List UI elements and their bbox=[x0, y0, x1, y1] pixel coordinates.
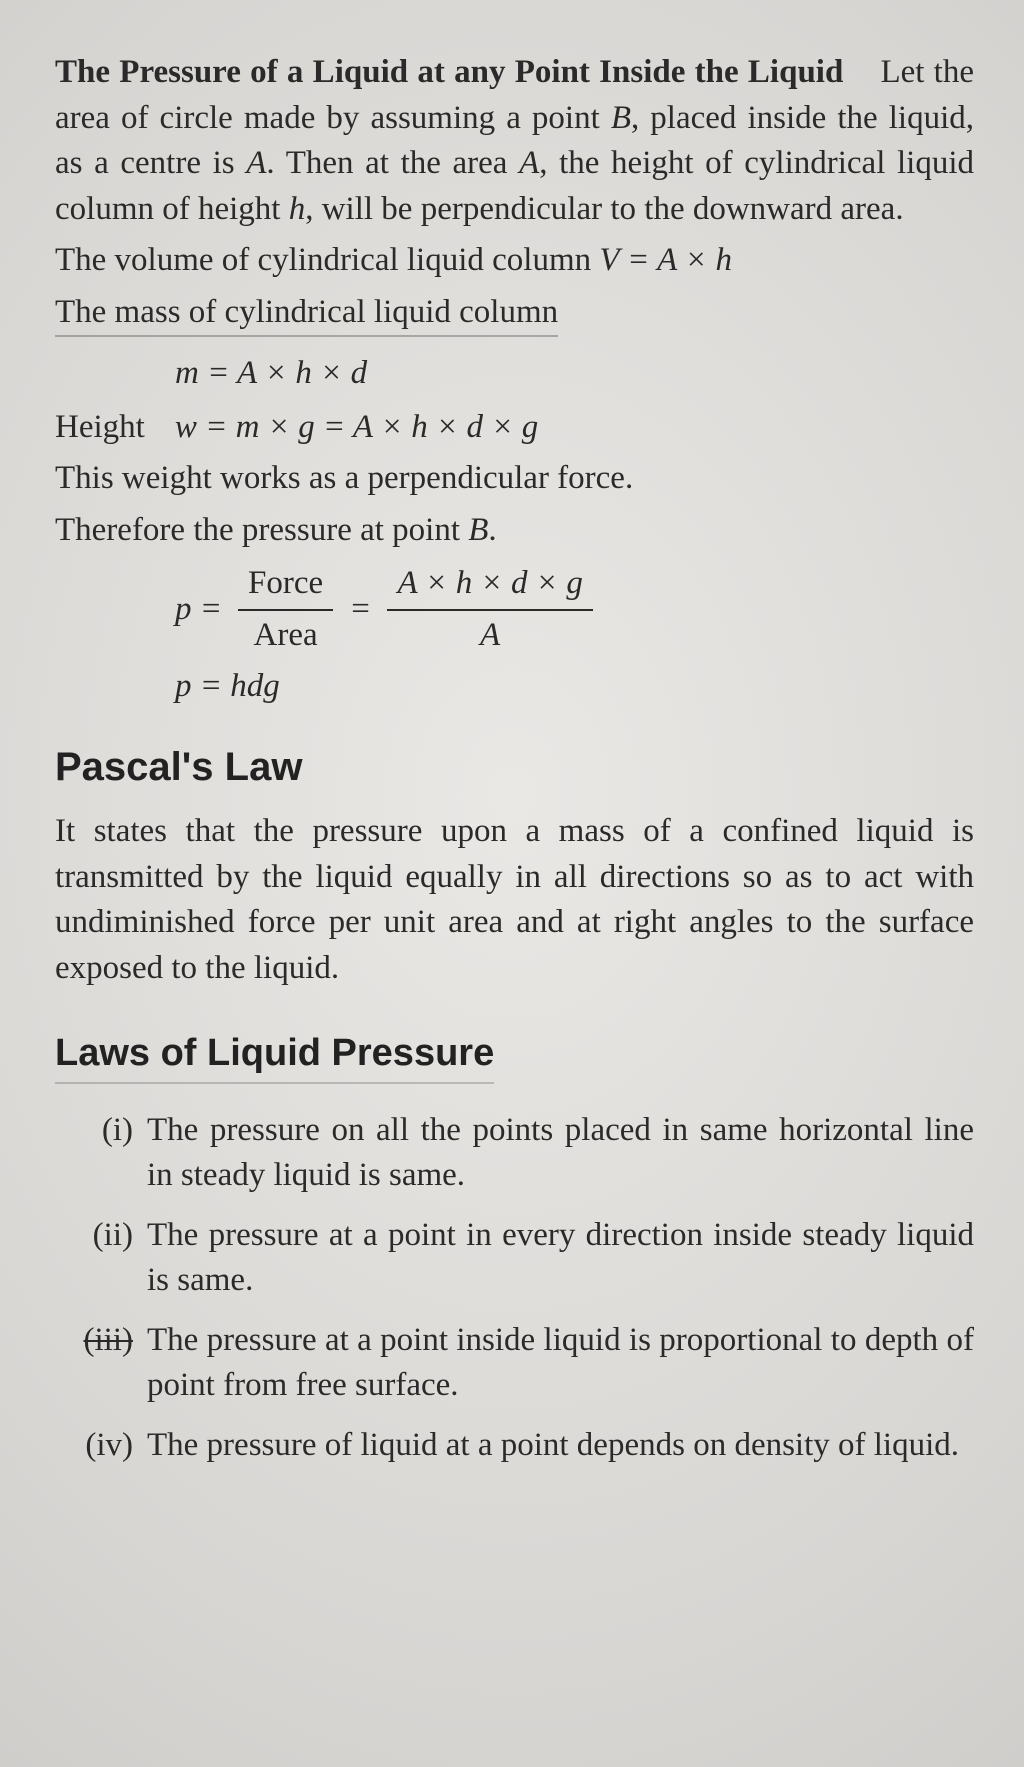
pascal-heading: Pascal's Law bbox=[55, 740, 974, 795]
height-label: Height bbox=[55, 405, 145, 451]
list-body: The pressure at a point in every directi… bbox=[147, 1213, 974, 1304]
weight-eq: w = m × g = A × h × d × g bbox=[175, 405, 538, 451]
list-marker: (iv) bbox=[55, 1423, 133, 1469]
list-item: (iv) The pressure of liquid at a point d… bbox=[55, 1423, 974, 1469]
therefore-text: Therefore the pressure at point bbox=[55, 512, 468, 548]
therefore-period: . bbox=[488, 512, 496, 548]
mass-text: The mass of cylindrical liquid column bbox=[55, 290, 558, 338]
frac1-den: Area bbox=[238, 611, 333, 659]
list-body: The pressure at a point inside liquid is… bbox=[147, 1318, 974, 1409]
intro-title: The Pressure of a Liquid at any Point In… bbox=[55, 54, 843, 90]
eq-mid: = bbox=[349, 587, 371, 633]
pascal-body: It states that the pressure upon a mass … bbox=[55, 809, 974, 991]
intro-text-5: , will be perpendicular to the downward … bbox=[305, 191, 903, 227]
frac1-num: Force bbox=[238, 561, 333, 611]
list-item: (iii) The pressure at a point inside liq… bbox=[55, 1318, 974, 1409]
frac2-den: A bbox=[387, 611, 592, 659]
var-A-1: A bbox=[246, 145, 266, 181]
intro-text-3: . Then at the area bbox=[266, 145, 519, 181]
list-body: The pressure of liquid at a point depend… bbox=[147, 1423, 974, 1469]
var-h: h bbox=[289, 191, 306, 227]
weight-line: Height w = m × g = A × h × d × g bbox=[55, 405, 974, 451]
intro-paragraph: The Pressure of a Liquid at any Point In… bbox=[55, 50, 974, 232]
p-result: p = hdg bbox=[175, 664, 280, 710]
mass-eq: m = A × h × d bbox=[175, 351, 974, 397]
frac2-num: A × h × d × g bbox=[387, 561, 592, 611]
list-item: (i) The pressure on all the points place… bbox=[55, 1108, 974, 1199]
var-B: B bbox=[611, 100, 631, 136]
therefore-B: B bbox=[468, 512, 488, 548]
volume-line: The volume of cylindrical liquid column … bbox=[55, 238, 974, 284]
weight-note: This weight works as a perpendicular for… bbox=[55, 456, 974, 502]
frac-ahdg-a: A × h × d × g A bbox=[387, 561, 592, 658]
list-marker: (ii) bbox=[55, 1213, 133, 1304]
list-body: The pressure on all the points placed in… bbox=[147, 1108, 974, 1199]
var-A-2: A bbox=[519, 145, 539, 181]
volume-eq: V = A × h bbox=[599, 242, 732, 278]
volume-text: The volume of cylindrical liquid column bbox=[55, 242, 599, 278]
p-lhs: p = bbox=[175, 587, 222, 633]
frac-force-area: Force Area bbox=[238, 561, 333, 658]
pressure-eq-block: p = Force Area = A × h × d × g A p = hdg bbox=[175, 561, 974, 710]
laws-heading: Laws of Liquid Pressure bbox=[55, 1027, 494, 1083]
laws-list: (i) The pressure on all the points place… bbox=[55, 1108, 974, 1469]
therefore-line: Therefore the pressure at point B. bbox=[55, 508, 974, 554]
list-item: (ii) The pressure at a point in every di… bbox=[55, 1213, 974, 1304]
list-marker: (iii) bbox=[55, 1318, 133, 1409]
list-marker: (i) bbox=[55, 1108, 133, 1199]
